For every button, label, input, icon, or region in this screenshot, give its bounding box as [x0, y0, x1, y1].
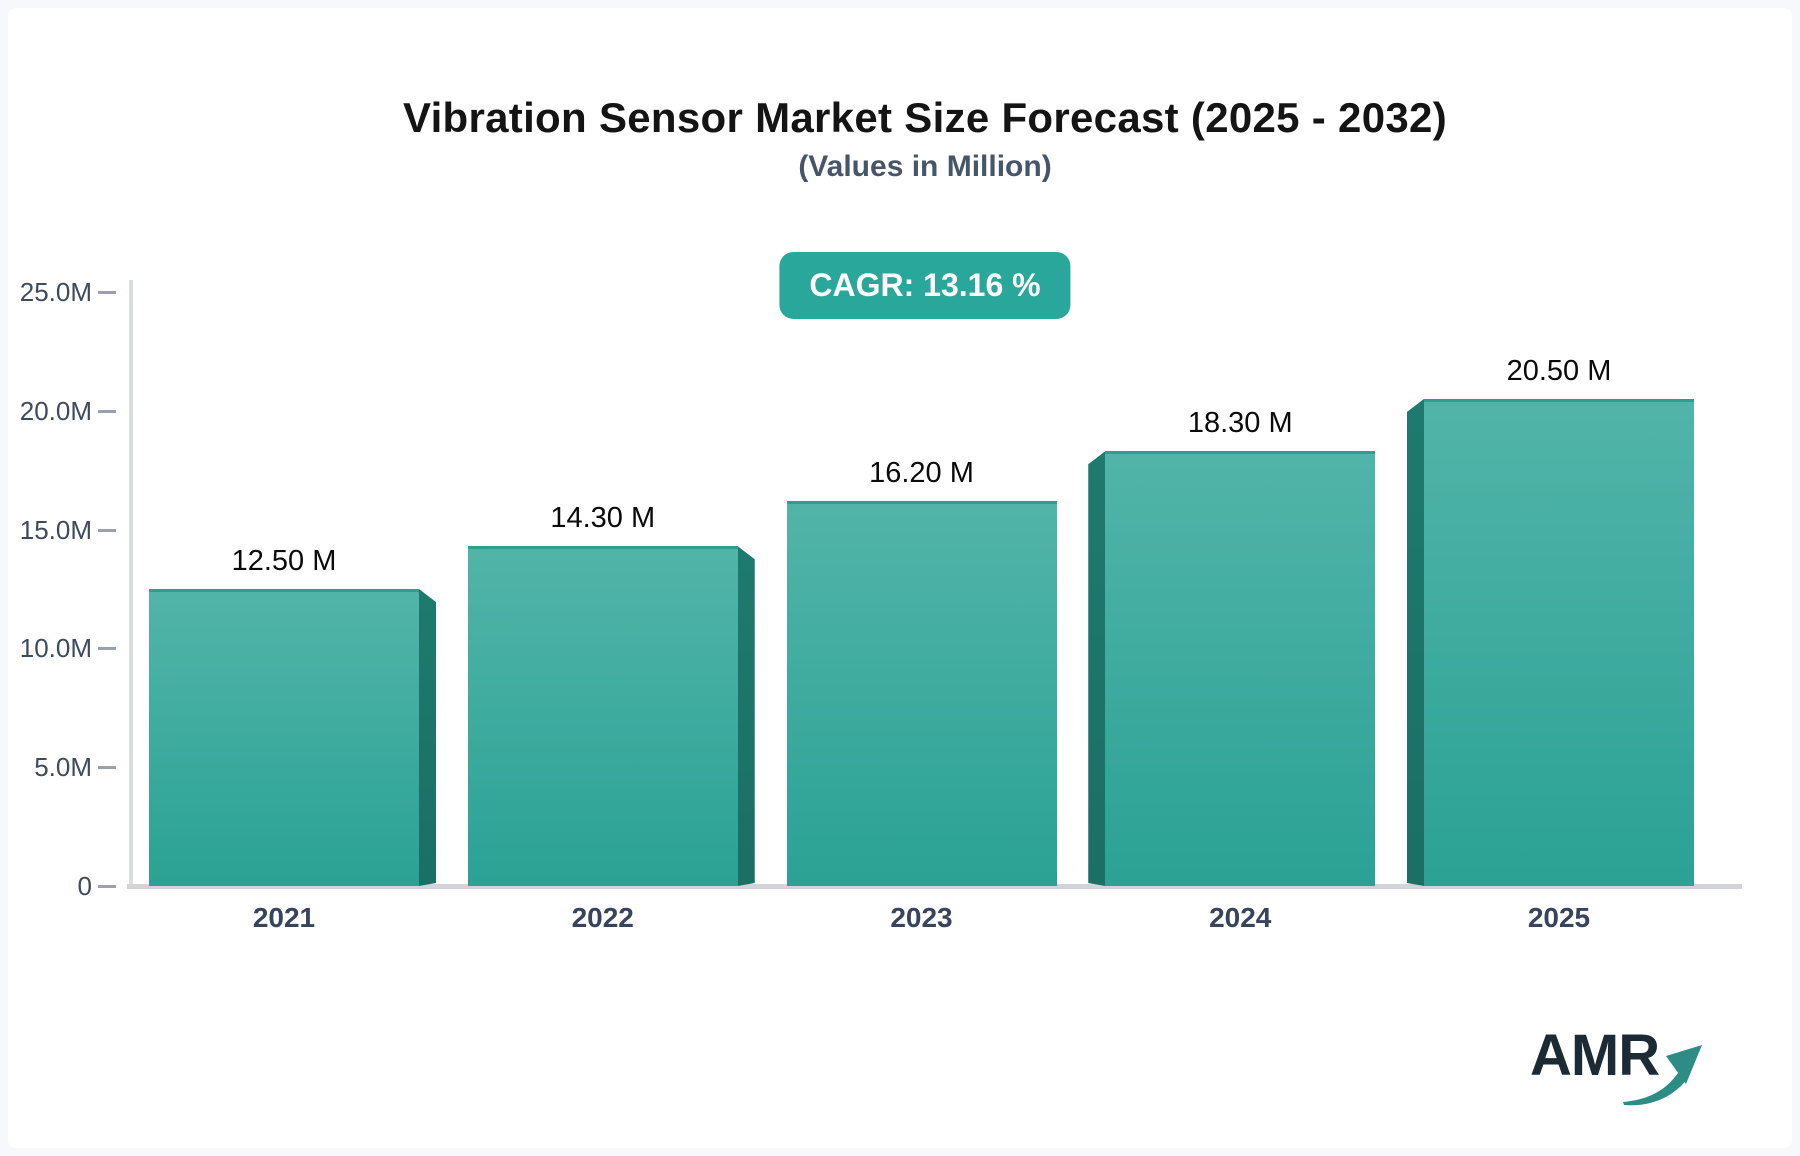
cagr-badge: CAGR: 13.16 % — [779, 252, 1071, 319]
bar-side-3d — [738, 546, 755, 886]
bar-side-3d — [419, 589, 436, 886]
y-tick-label: 10.0M — [19, 633, 92, 664]
bar-2025 — [1424, 398, 1694, 886]
chart-card: Vibration Sensor Market Size Forecast (2… — [8, 8, 1792, 1148]
x-axis-label-2021: 2021 — [252, 902, 316, 933]
bar-2022 — [467, 546, 738, 886]
chart-subtitle: (Values in Million) — [798, 150, 1052, 183]
y-tick-label: 25.0M — [19, 277, 92, 307]
x-axis-label-2022: 2022 — [571, 902, 634, 933]
growth-arrow-icon — [1623, 1045, 1702, 1106]
y-tick-label: 20.0M — [19, 395, 92, 426]
y-tick-label: 5.0M — [34, 752, 92, 783]
bar-value-label: 12.50 M — [231, 545, 337, 577]
bar-value-label: 18.30 M — [1187, 407, 1293, 440]
bar-value-label: 16.20 M — [869, 457, 974, 490]
bar-side-3d — [1088, 451, 1105, 886]
bar-side-3d — [1407, 399, 1424, 886]
chart-title: Vibration Sensor Market Size Forecast (2… — [403, 94, 1447, 141]
y-tick-dash — [98, 409, 116, 413]
bar-2021 — [149, 589, 419, 886]
y-tick-label: 15.0M — [19, 514, 92, 545]
bar-value-label: 14.30 M — [550, 502, 656, 535]
x-axis-line — [127, 884, 1742, 889]
bar-value-label: 20.50 M — [1506, 354, 1612, 387]
x-axis-label-2024: 2024 — [1209, 902, 1272, 933]
amr-logo-text: AMR — [1530, 1023, 1660, 1088]
amr-logo: AMR — [1530, 1016, 1730, 1126]
y-tick-label: 0 — [77, 871, 92, 901]
y-tick-dash — [98, 291, 116, 294]
bar-2023 — [786, 501, 1057, 886]
y-axis-line — [129, 280, 133, 888]
x-axis-label-2023: 2023 — [890, 902, 953, 933]
y-tick-dash — [98, 885, 116, 888]
y-tick-dash — [98, 528, 116, 532]
y-tick-dash — [98, 766, 116, 770]
bar-2024 — [1105, 451, 1376, 886]
y-tick-dash — [98, 647, 116, 651]
x-axis-label-2025: 2025 — [1527, 902, 1591, 933]
